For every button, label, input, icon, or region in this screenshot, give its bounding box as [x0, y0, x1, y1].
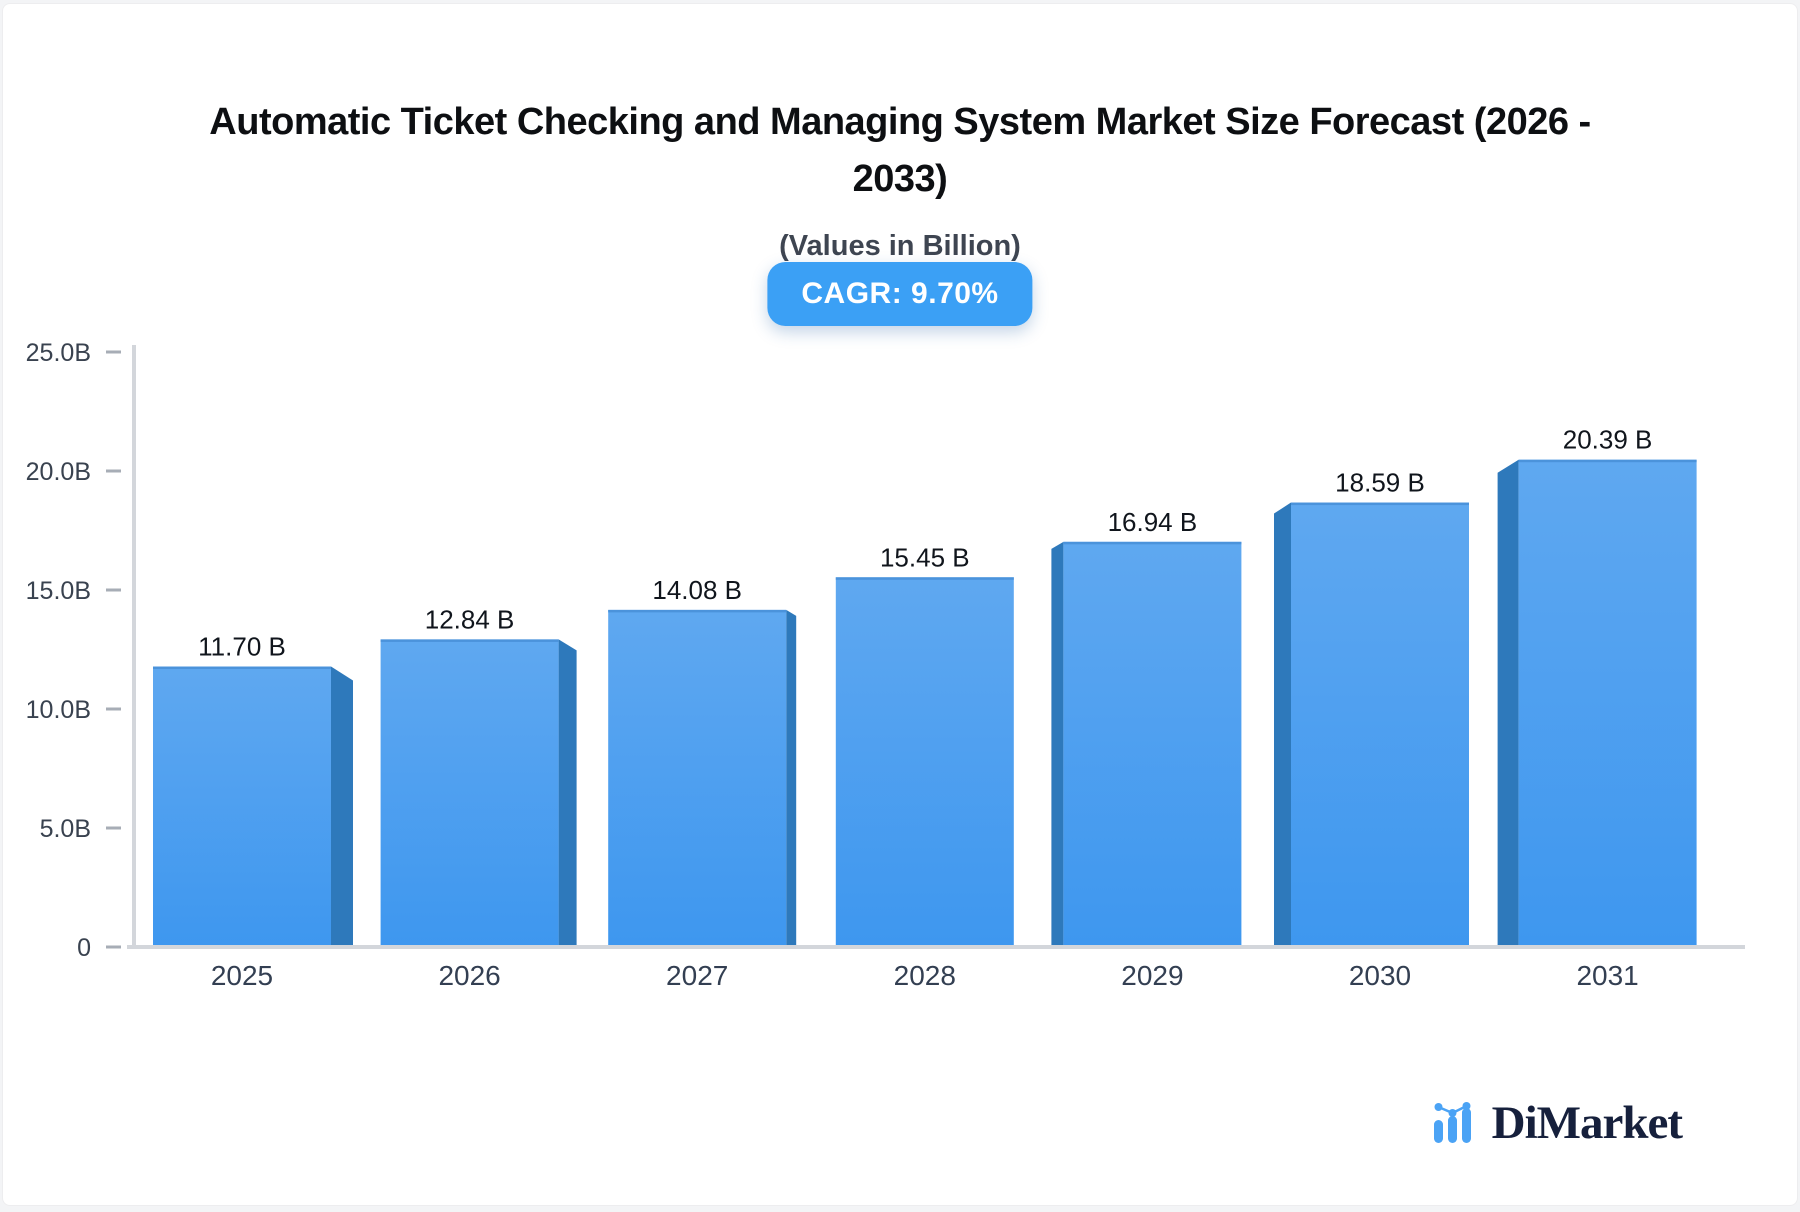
x-axis-label-2030: 2030: [1349, 960, 1411, 991]
bar-value-label-2025: 11.70 B: [198, 632, 286, 662]
bar-2027: [608, 609, 787, 945]
bar-2029: [1063, 541, 1242, 945]
y-axis-tick-label: 15.0B: [26, 577, 91, 605]
bar-2031: [1518, 459, 1697, 945]
chart-title-line-1: Automatic Ticket Checking and Managing S…: [209, 101, 1591, 143]
bar-2028: [835, 577, 1014, 945]
chart-card: Automatic Ticket Checking and Managing S…: [2, 3, 1798, 1206]
bar-top-edge-2027: [608, 609, 787, 613]
bar-top-edge-2031: [1518, 459, 1697, 463]
bar-top-edge-2030: [1291, 502, 1469, 506]
y-axis-tick-label: 0: [77, 934, 91, 962]
bar-value-label-2029: 16.94 B: [1108, 507, 1198, 537]
x-axis-label-2025: 2025: [211, 960, 273, 991]
y-axis-tick-mark: [106, 469, 121, 473]
bar-top-edge-2026: [380, 639, 559, 642]
y-axis-tick-mark: [106, 350, 121, 354]
brand-name: DiMarket: [1491, 1096, 1683, 1149]
bar-chart-logo-icon: [1433, 1102, 1471, 1143]
cagr-badge: CAGR: 9.70%: [767, 262, 1033, 326]
brand-logo: DiMarket: [1433, 1096, 1683, 1149]
x-axis-label-2026: 2026: [438, 960, 500, 991]
x-baseline: [127, 945, 1745, 949]
bar-value-label-2028: 15.45 B: [880, 542, 970, 572]
bar-2030: [1291, 502, 1469, 945]
x-axis-label-2031: 2031: [1576, 960, 1638, 991]
x-axis-label-2029: 2029: [1121, 960, 1183, 991]
x-axis-label-2028: 2028: [894, 960, 956, 991]
bar-value-label-2030: 18.59 B: [1335, 468, 1425, 498]
market-size-bar-chart: 0 5.0B 10.0B 15.0B 20.0B 25.0B 11.70 B 2025 12.8…: [26, 339, 1745, 991]
bar-side-2025: [331, 666, 353, 945]
bar-side-2026: [558, 639, 577, 945]
y-axis-tick-label: 10.0B: [26, 696, 91, 724]
chart-title-line-2: 2033): [852, 158, 948, 200]
bar-side-2027: [786, 609, 797, 945]
bar-top-edge-2029: [1063, 541, 1242, 545]
y-axis-line: [132, 345, 136, 949]
bar-side-2029: [1051, 541, 1064, 945]
y-axis-tick-label: 5.0B: [40, 815, 91, 843]
y-axis-tick-mark: [106, 707, 121, 711]
bar-top-edge-2028: [835, 577, 1014, 580]
y-axis-tick-mark: [106, 588, 121, 592]
bar-side-2031: [1497, 459, 1519, 945]
y-axis-tick-label: 25.0B: [26, 339, 91, 367]
y-axis-tick-label: 20.0B: [26, 458, 91, 486]
bar-value-label-2031: 20.39 B: [1563, 425, 1653, 455]
y-axis-tick-mark: [106, 945, 121, 949]
bar-2025: [153, 666, 331, 945]
chart-subtitle: (Values in Billion): [779, 230, 1021, 262]
bar-top-edge-2025: [153, 666, 331, 670]
x-axis-label-2027: 2027: [666, 960, 728, 991]
bar-2026: [380, 639, 559, 945]
bar-value-label-2026: 12.84 B: [425, 604, 515, 634]
chart-title: Automatic Ticket Checking and Managing S…: [3, 94, 1797, 208]
bar-value-label-2027: 14.08 B: [652, 575, 742, 605]
bar-side-2030: [1274, 502, 1291, 945]
y-axis-tick-mark: [106, 826, 121, 830]
